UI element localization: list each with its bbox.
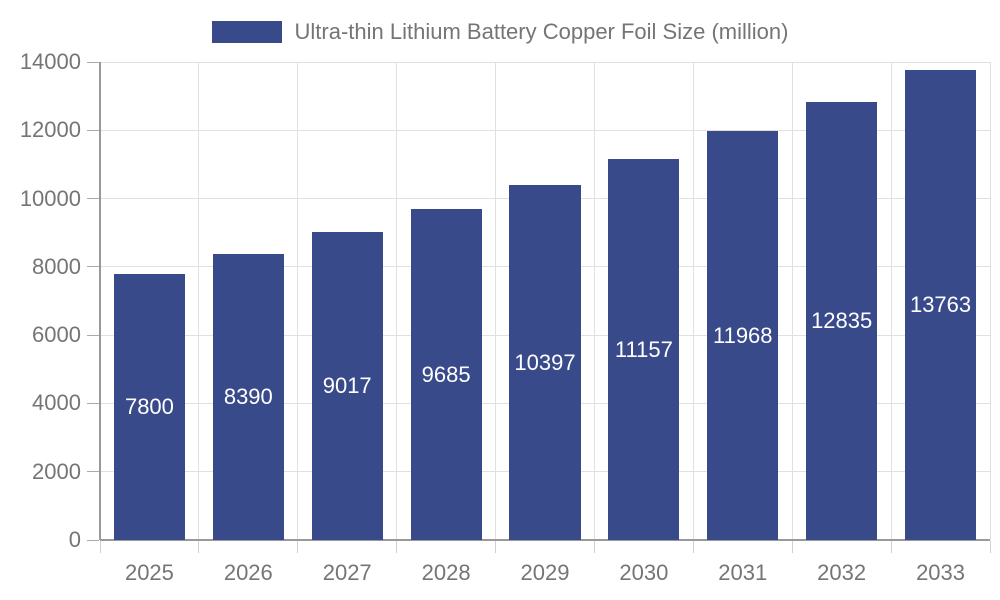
gridline-horizontal xyxy=(100,129,990,131)
x-axis-tick xyxy=(692,541,694,553)
y-axis-tick xyxy=(87,129,99,131)
y-axis-tick xyxy=(87,198,99,200)
legend-swatch xyxy=(211,21,282,43)
bar-value-label: 11157 xyxy=(614,336,673,362)
x-axis-line xyxy=(100,539,990,541)
y-axis-tick xyxy=(87,61,99,63)
bar-2029[interactable]: 10397 xyxy=(509,185,581,540)
x-axis-tick xyxy=(791,541,793,553)
y-axis-label: 6000 xyxy=(32,322,81,348)
y-axis-tick xyxy=(87,471,99,473)
gridline-vertical xyxy=(198,62,200,540)
legend-item[interactable]: Ultra-thin Lithium Battery Copper Foil S… xyxy=(0,18,1000,46)
bar-value-label: 7800 xyxy=(124,393,174,419)
gridline-horizontal xyxy=(100,61,990,63)
x-axis-label: 2032 xyxy=(817,560,867,585)
bar-value-label: 10397 xyxy=(514,349,576,375)
y-axis-tick xyxy=(87,334,99,336)
gridline-vertical xyxy=(593,62,595,540)
y-axis-tick xyxy=(87,539,99,541)
x-axis-tick xyxy=(495,541,497,553)
y-axis-label: 10000 xyxy=(19,185,81,211)
y-axis-tick xyxy=(87,266,99,268)
x-axis-label: 2031 xyxy=(718,560,768,585)
x-axis-tick xyxy=(890,541,892,553)
bar-2028[interactable]: 9685 xyxy=(410,209,482,540)
bar-value-label: 13763 xyxy=(909,292,972,318)
legend-label: Ultra-thin Lithium Battery Copper Foil S… xyxy=(294,19,789,44)
bar-2033[interactable]: 13763 xyxy=(904,70,977,540)
x-axis-tick xyxy=(99,541,101,553)
gridline-vertical xyxy=(692,62,694,540)
y-axis-label: 14000 xyxy=(19,49,81,74)
bar-2026[interactable]: 8390 xyxy=(212,253,284,540)
x-axis-label: 2026 xyxy=(223,560,273,585)
gridline-vertical xyxy=(791,62,793,540)
bar-2031[interactable]: 11968 xyxy=(707,131,779,540)
x-axis-label: 2029 xyxy=(520,560,570,585)
x-axis-tick xyxy=(989,541,991,553)
y-axis-tick xyxy=(87,402,99,404)
x-axis-tick xyxy=(593,541,595,553)
bar-value-label: 9017 xyxy=(322,373,372,399)
gridline-vertical xyxy=(396,62,398,540)
bar-value-label: 11968 xyxy=(712,322,773,348)
bar-2025[interactable]: 7800 xyxy=(113,273,186,540)
x-axis-label: 2025 xyxy=(124,560,174,585)
gridline-vertical xyxy=(989,62,991,540)
x-axis-tick xyxy=(198,541,200,553)
x-axis-label: 2033 xyxy=(916,560,966,585)
x-axis-label: 2030 xyxy=(619,560,669,585)
bar-2027[interactable]: 9017 xyxy=(311,232,383,540)
bar-2032[interactable]: 12835 xyxy=(806,101,878,540)
y-axis-line xyxy=(99,62,101,540)
gridline-vertical xyxy=(297,62,299,540)
bar-value-label: 12835 xyxy=(811,307,873,333)
y-axis-label: 12000 xyxy=(19,117,81,143)
x-axis-tick xyxy=(396,541,398,553)
x-axis-label: 2028 xyxy=(421,560,471,585)
bar-value-label: 9685 xyxy=(421,361,471,387)
gridline-vertical xyxy=(495,62,497,540)
y-axis-label: 0 xyxy=(68,527,81,552)
bar-value-label: 8390 xyxy=(223,383,273,409)
gridline-vertical xyxy=(890,62,892,540)
bar-2030[interactable]: 11157 xyxy=(608,159,680,540)
y-axis-label: 4000 xyxy=(32,390,81,416)
y-axis-label: 8000 xyxy=(32,253,81,279)
x-axis-label: 2027 xyxy=(322,560,372,585)
x-axis-tick xyxy=(297,541,299,553)
y-axis-label: 2000 xyxy=(32,458,81,484)
